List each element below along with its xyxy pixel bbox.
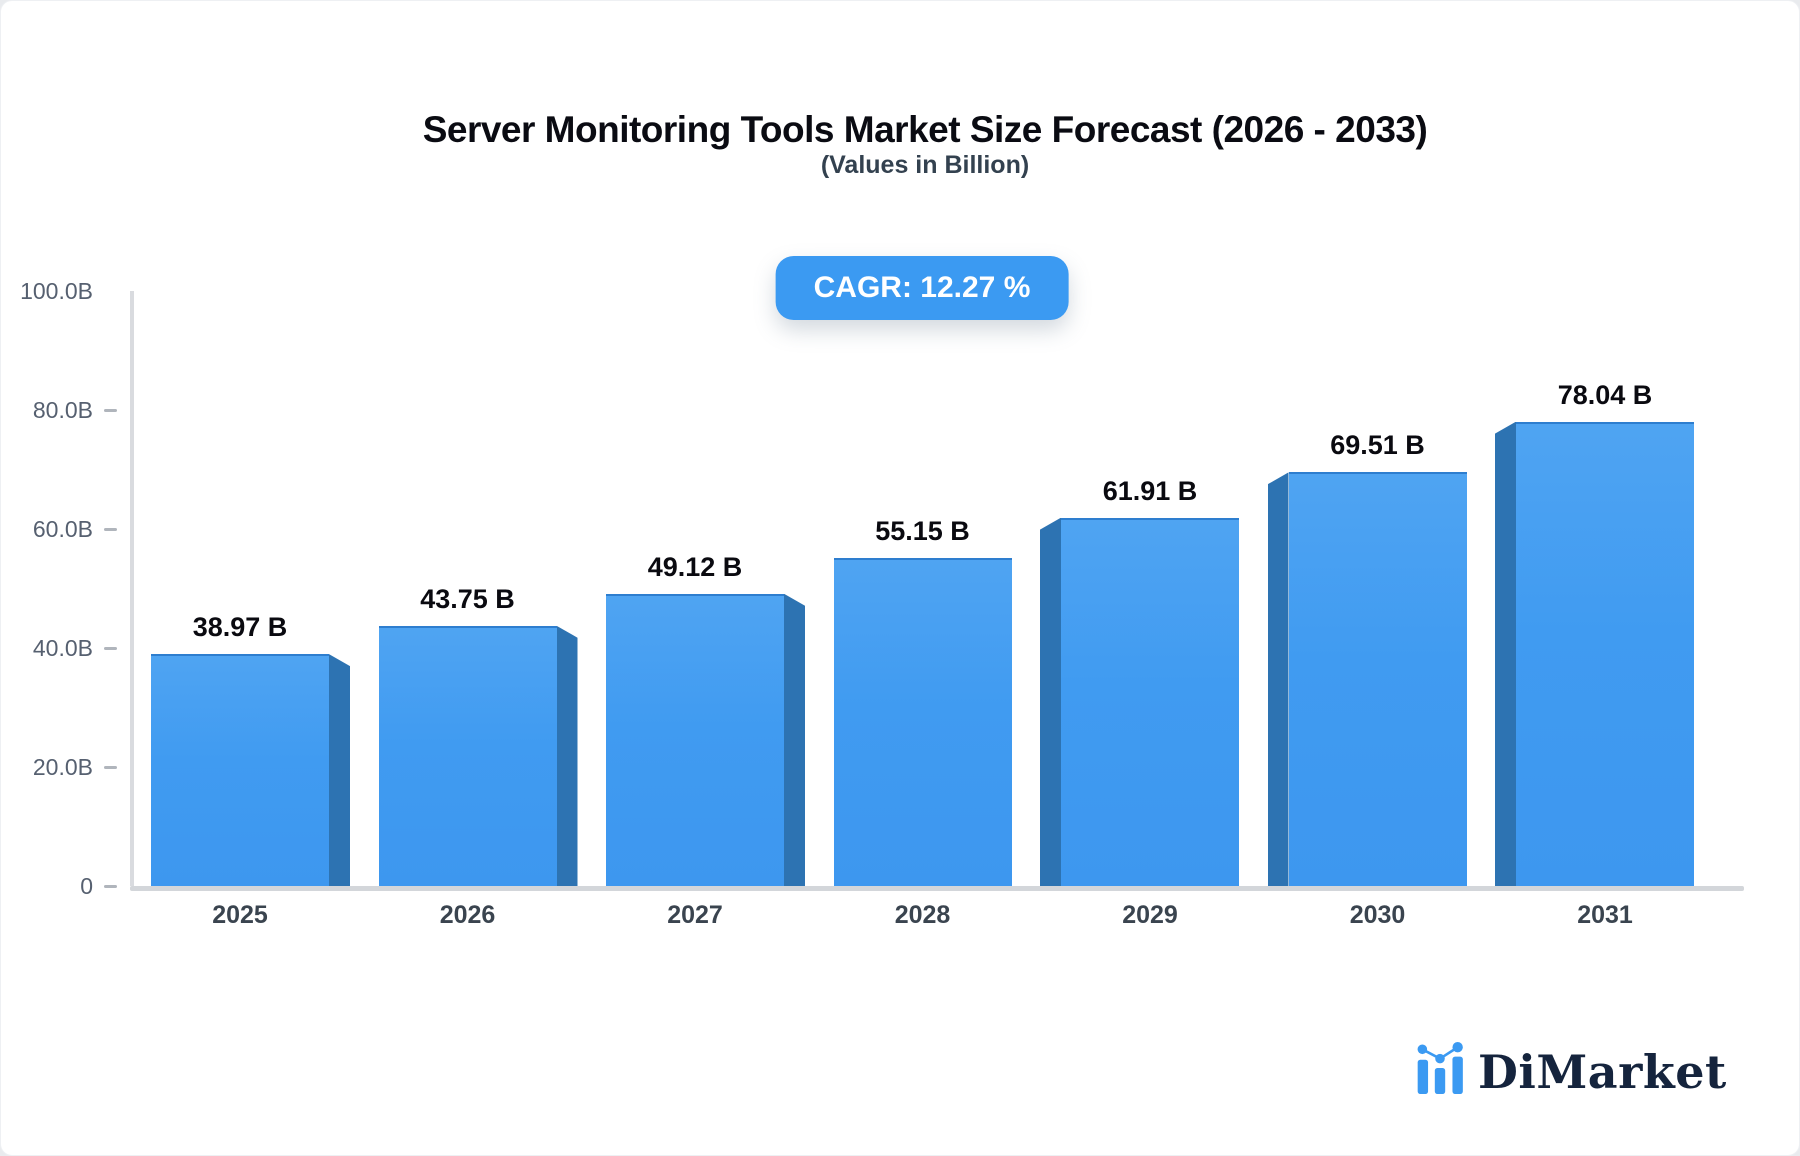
bar-face xyxy=(151,654,329,886)
bar-2030[interactable] xyxy=(1267,472,1467,886)
bar-2025[interactable] xyxy=(151,654,350,886)
bar-3d-side xyxy=(329,654,350,886)
x-axis-label: 2031 xyxy=(1577,901,1633,929)
dimarket-logo-icon xyxy=(1417,1042,1463,1094)
bar-value-label: 49.12 B xyxy=(647,551,743,582)
bar-value-label: 55.15 B xyxy=(875,515,970,546)
chart-title: Server Monitoring Tools Market Size Fore… xyxy=(422,109,1428,150)
bar-3d-side xyxy=(556,625,578,886)
bar-3d-side xyxy=(1267,472,1289,886)
bar-face xyxy=(1516,421,1694,886)
y-axis-tick xyxy=(104,766,117,769)
x-axis-baseline xyxy=(130,886,1744,891)
bar-value-label: 43.75 B xyxy=(420,583,515,614)
y-axis-label: 40.0B xyxy=(32,635,93,661)
bar-face xyxy=(1061,517,1239,886)
bar-2027[interactable] xyxy=(606,593,805,886)
cagr-badge: CAGR: 12.27 % xyxy=(775,256,1069,320)
cagr-badge-label: CAGR: 12.27 % xyxy=(813,271,1031,304)
bar-2031[interactable] xyxy=(1495,421,1694,886)
bar-value-label: 69.51 B xyxy=(1330,430,1425,461)
x-axis-label: 2025 xyxy=(212,901,268,929)
y-axis-label: 100.0B xyxy=(20,278,93,304)
bar-3d-side xyxy=(784,593,805,886)
y-axis-tick xyxy=(104,647,117,650)
brand-logo: DiMarket xyxy=(1415,1041,1727,1095)
bar-2026[interactable] xyxy=(378,625,578,886)
y-axis-label: 80.0B xyxy=(32,397,93,423)
bar-face xyxy=(833,557,1012,886)
y-axis-line xyxy=(130,291,134,886)
brand-name: DiMarket xyxy=(1478,1044,1727,1099)
bar-face xyxy=(606,593,784,886)
bar-2029[interactable] xyxy=(1040,517,1239,886)
x-axis-label: 2030 xyxy=(1349,901,1406,929)
bar-face xyxy=(378,625,557,886)
y-axis-tick xyxy=(104,885,117,888)
chart-subtitle: (Values in Billion) xyxy=(820,151,1030,179)
bar-value-label: 61.91 B xyxy=(1102,475,1198,506)
bar-face xyxy=(1288,472,1467,886)
x-axis-label: 2027 xyxy=(667,901,723,929)
x-axis-label: 2026 xyxy=(439,901,496,929)
y-axis-tick xyxy=(104,528,117,531)
bar-value-label: 78.04 B xyxy=(1557,379,1653,410)
bar-2028[interactable] xyxy=(833,557,1012,886)
y-axis-label: 0 xyxy=(80,873,93,899)
y-axis-label: 20.0B xyxy=(32,754,93,780)
bar-value-label: 38.97 B xyxy=(192,612,288,643)
bar-3d-side xyxy=(1040,517,1061,886)
x-axis-label: 2028 xyxy=(894,901,951,929)
x-axis-label: 2029 xyxy=(1122,901,1178,929)
y-axis-label: 60.0B xyxy=(32,516,93,542)
y-axis-tick xyxy=(104,409,117,412)
bar-3d-side xyxy=(1495,421,1516,886)
